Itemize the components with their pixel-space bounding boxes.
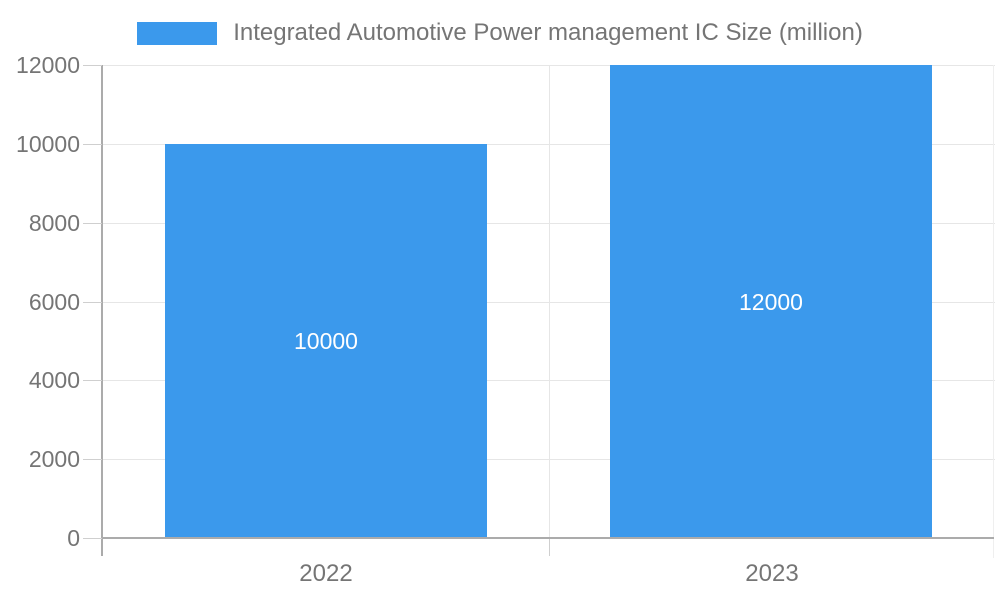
plot-area: 10000 12000 bbox=[103, 65, 995, 538]
y-axis-tick-mark bbox=[83, 222, 102, 224]
bar-value-label: 12000 bbox=[739, 289, 803, 315]
y-axis-tick-label: 10000 bbox=[16, 130, 80, 157]
y-axis-tick-mark bbox=[83, 301, 102, 303]
legend-swatch bbox=[137, 21, 218, 45]
legend-label: Integrated Automotive Power management I… bbox=[233, 19, 863, 46]
y-axis-tick-label: 6000 bbox=[28, 288, 80, 315]
y-axis-tick-mark bbox=[83, 538, 102, 539]
y-axis-tick-label: 2000 bbox=[28, 446, 80, 473]
bar-2023 bbox=[610, 65, 932, 538]
y-axis-tick-mark bbox=[83, 380, 102, 382]
x-axis-tick-mark bbox=[549, 539, 550, 556]
y-axis-tick-label: 4000 bbox=[28, 367, 80, 394]
gridline-vertical bbox=[549, 65, 550, 538]
legend: Integrated Automotive Power management I… bbox=[0, 19, 1000, 47]
bar-value-label: 10000 bbox=[294, 328, 358, 354]
x-axis-label: 2023 bbox=[745, 560, 799, 587]
y-axis-tick-label: 12000 bbox=[16, 52, 80, 78]
y-axis-tick-label: 8000 bbox=[28, 209, 80, 236]
x-axis-line bbox=[101, 537, 994, 539]
plot-right-border bbox=[993, 65, 994, 558]
y-axis-line bbox=[101, 65, 103, 556]
y-axis-tick-label: 0 bbox=[67, 525, 80, 551]
y-axis-tick-mark bbox=[83, 459, 102, 461]
y-axis-tick-mark bbox=[83, 143, 102, 145]
x-axis-label: 2022 bbox=[299, 560, 353, 587]
y-axis-tick-mark bbox=[83, 65, 102, 66]
bar-2022 bbox=[165, 144, 487, 538]
